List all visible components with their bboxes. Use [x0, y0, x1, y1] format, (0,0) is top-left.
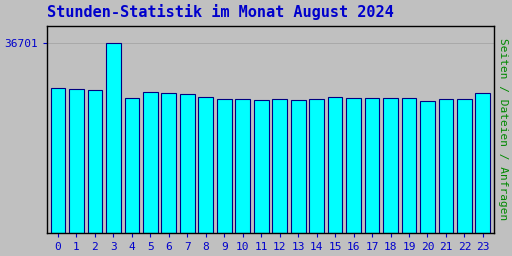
- Bar: [272, 99, 287, 233]
- Text: Stunden-Statistik im Monat August 2024: Stunden-Statistik im Monat August 2024: [47, 4, 394, 20]
- Bar: [291, 100, 306, 233]
- Bar: [365, 98, 379, 233]
- Bar: [143, 92, 158, 233]
- Bar: [124, 98, 139, 233]
- Bar: [180, 94, 195, 233]
- Bar: [69, 89, 84, 233]
- Bar: [401, 98, 416, 233]
- Bar: [328, 97, 343, 233]
- Bar: [106, 42, 121, 233]
- Bar: [217, 99, 231, 233]
- Bar: [476, 93, 490, 233]
- Bar: [254, 100, 269, 233]
- Bar: [199, 97, 213, 233]
- Bar: [309, 99, 324, 233]
- Bar: [383, 98, 398, 233]
- Y-axis label: Seiten / Dateien / Anfragen: Seiten / Dateien / Anfragen: [498, 38, 508, 220]
- Bar: [236, 99, 250, 233]
- Bar: [420, 101, 435, 233]
- Bar: [161, 93, 176, 233]
- Bar: [346, 98, 361, 233]
- Bar: [457, 99, 472, 233]
- Bar: [439, 99, 453, 233]
- Bar: [88, 90, 102, 233]
- Bar: [51, 88, 66, 233]
